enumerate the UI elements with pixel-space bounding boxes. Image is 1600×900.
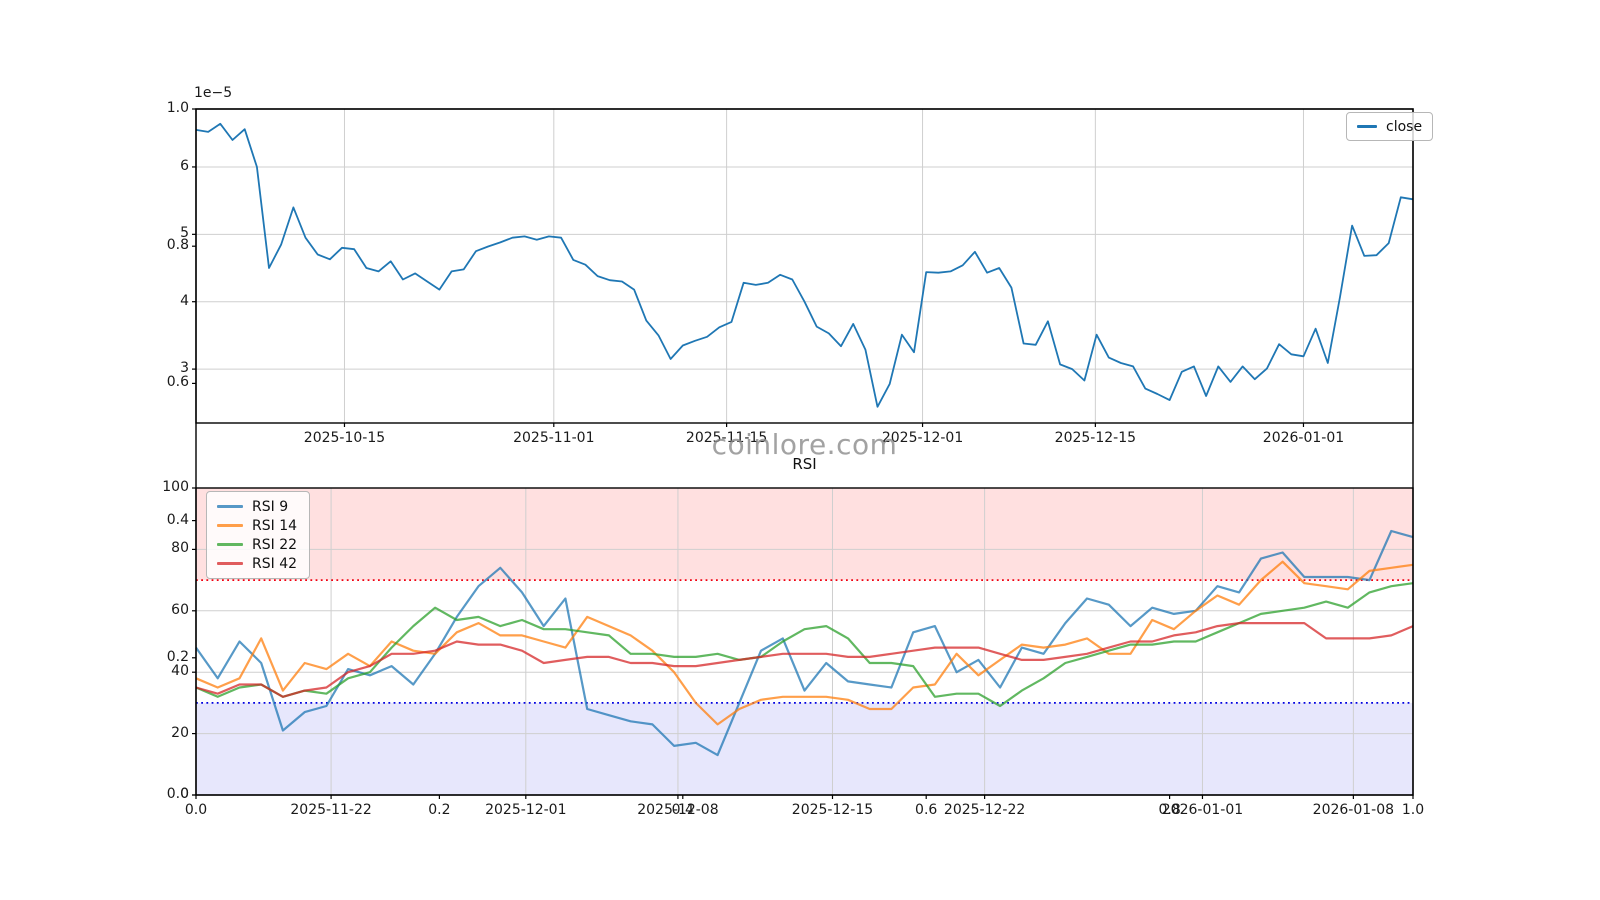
overlay-x-tick-label: 1.0	[1401, 802, 1425, 818]
legend-row-rsi14: RSI 14	[217, 516, 297, 535]
rsi-x-tick-label: 2025-11-22	[290, 802, 372, 818]
price-y-tick-label: 4	[180, 292, 189, 309]
overlay-y-tick-label: 0.0	[166, 786, 189, 802]
rsi42-line-swatch	[217, 562, 243, 565]
legend-row-close: close	[1357, 117, 1422, 136]
price-x-tick-label: 2025-12-15	[1054, 430, 1137, 446]
price-y-tick-label: 6	[180, 157, 189, 174]
price-x-tick-label: 2025-12-01	[881, 430, 964, 446]
rsi-22-line	[195, 582, 1414, 708]
overlay-x-tick-label: 0.4	[671, 802, 694, 818]
overlay-y-tick-label: 0.2	[166, 648, 189, 665]
overlay-x-tick-label: 0.0	[184, 802, 208, 818]
overlay-y-tick-label: 0.8	[166, 237, 189, 254]
legend-label-rsi42: RSI 42	[252, 555, 298, 572]
overlay-x-tick-label: 0.2	[428, 802, 451, 818]
rsi22-line-swatch	[217, 543, 243, 546]
rsi-y-tick-label: 100	[162, 479, 189, 495]
legend-row-rsi9: RSI 9	[217, 497, 297, 516]
rsi-9-line	[195, 529, 1414, 757]
price-legend: close	[1346, 112, 1434, 141]
price-x-tick-label: 2025-11-15	[685, 430, 768, 446]
price-y-tick-label: 5	[180, 225, 189, 242]
price-x-tick-label: 2026-01-01	[1262, 430, 1345, 446]
price-axis-offset-text: 1e−5	[194, 85, 233, 101]
overlay-x-tick-label: 0.6	[915, 802, 938, 818]
rsi-x-tick-label: 2025-12-08	[637, 802, 719, 818]
rsi-x-tick-label: 2026-01-08	[1312, 802, 1395, 818]
legend-row-rsi22: RSI 22	[217, 535, 297, 554]
overlay-y-tick-label: 1.0	[166, 100, 189, 116]
close-line	[195, 122, 1414, 408]
legend-label-rsi22: RSI 22	[252, 536, 298, 553]
watermark: coinlore.com	[711, 428, 898, 461]
rsi-y-tick-label: 0	[180, 786, 189, 802]
rsi-x-tick-label: 2025-12-15	[791, 802, 874, 818]
overlay-y-tick-label: 0.4	[166, 511, 189, 528]
rsi-x-tick-label: 2025-12-01	[485, 802, 567, 818]
rsi-y-tick-label: 60	[171, 601, 189, 618]
rsi-14-line	[195, 560, 1414, 726]
rsi-42-line	[195, 621, 1414, 698]
rsi-chart-title: RSI	[792, 455, 817, 473]
rsi-y-tick-label: 40	[171, 663, 189, 680]
price-x-tick-label: 2025-11-01	[513, 430, 595, 446]
price-y-tick-label: 3	[180, 360, 189, 377]
rsi-y-tick-label: 80	[171, 540, 189, 557]
rsi-y-tick-label: 20	[171, 724, 189, 741]
legend-label-rsi14: RSI 14	[252, 517, 298, 534]
legend-row-rsi42: RSI 42	[217, 554, 297, 573]
legend-label-close: close	[1386, 118, 1423, 135]
rsi14-line-swatch	[217, 524, 243, 527]
overlay-x-tick-label: 0.8	[1158, 802, 1181, 818]
legend-label-rsi9: RSI 9	[252, 498, 289, 515]
overlay-y-tick-label: 0.6	[166, 374, 189, 391]
rsi-x-tick-label: 2025-12-22	[943, 802, 1026, 818]
price-x-tick-label: 2025-10-15	[303, 430, 386, 446]
close-line-swatch	[1357, 125, 1377, 128]
rsi-legend: RSI 9 RSI 14 RSI 22 RSI 42	[206, 491, 311, 579]
rsi-x-tick-label: 2026-01-01	[1161, 802, 1244, 818]
rsi9-line-swatch	[217, 505, 243, 508]
